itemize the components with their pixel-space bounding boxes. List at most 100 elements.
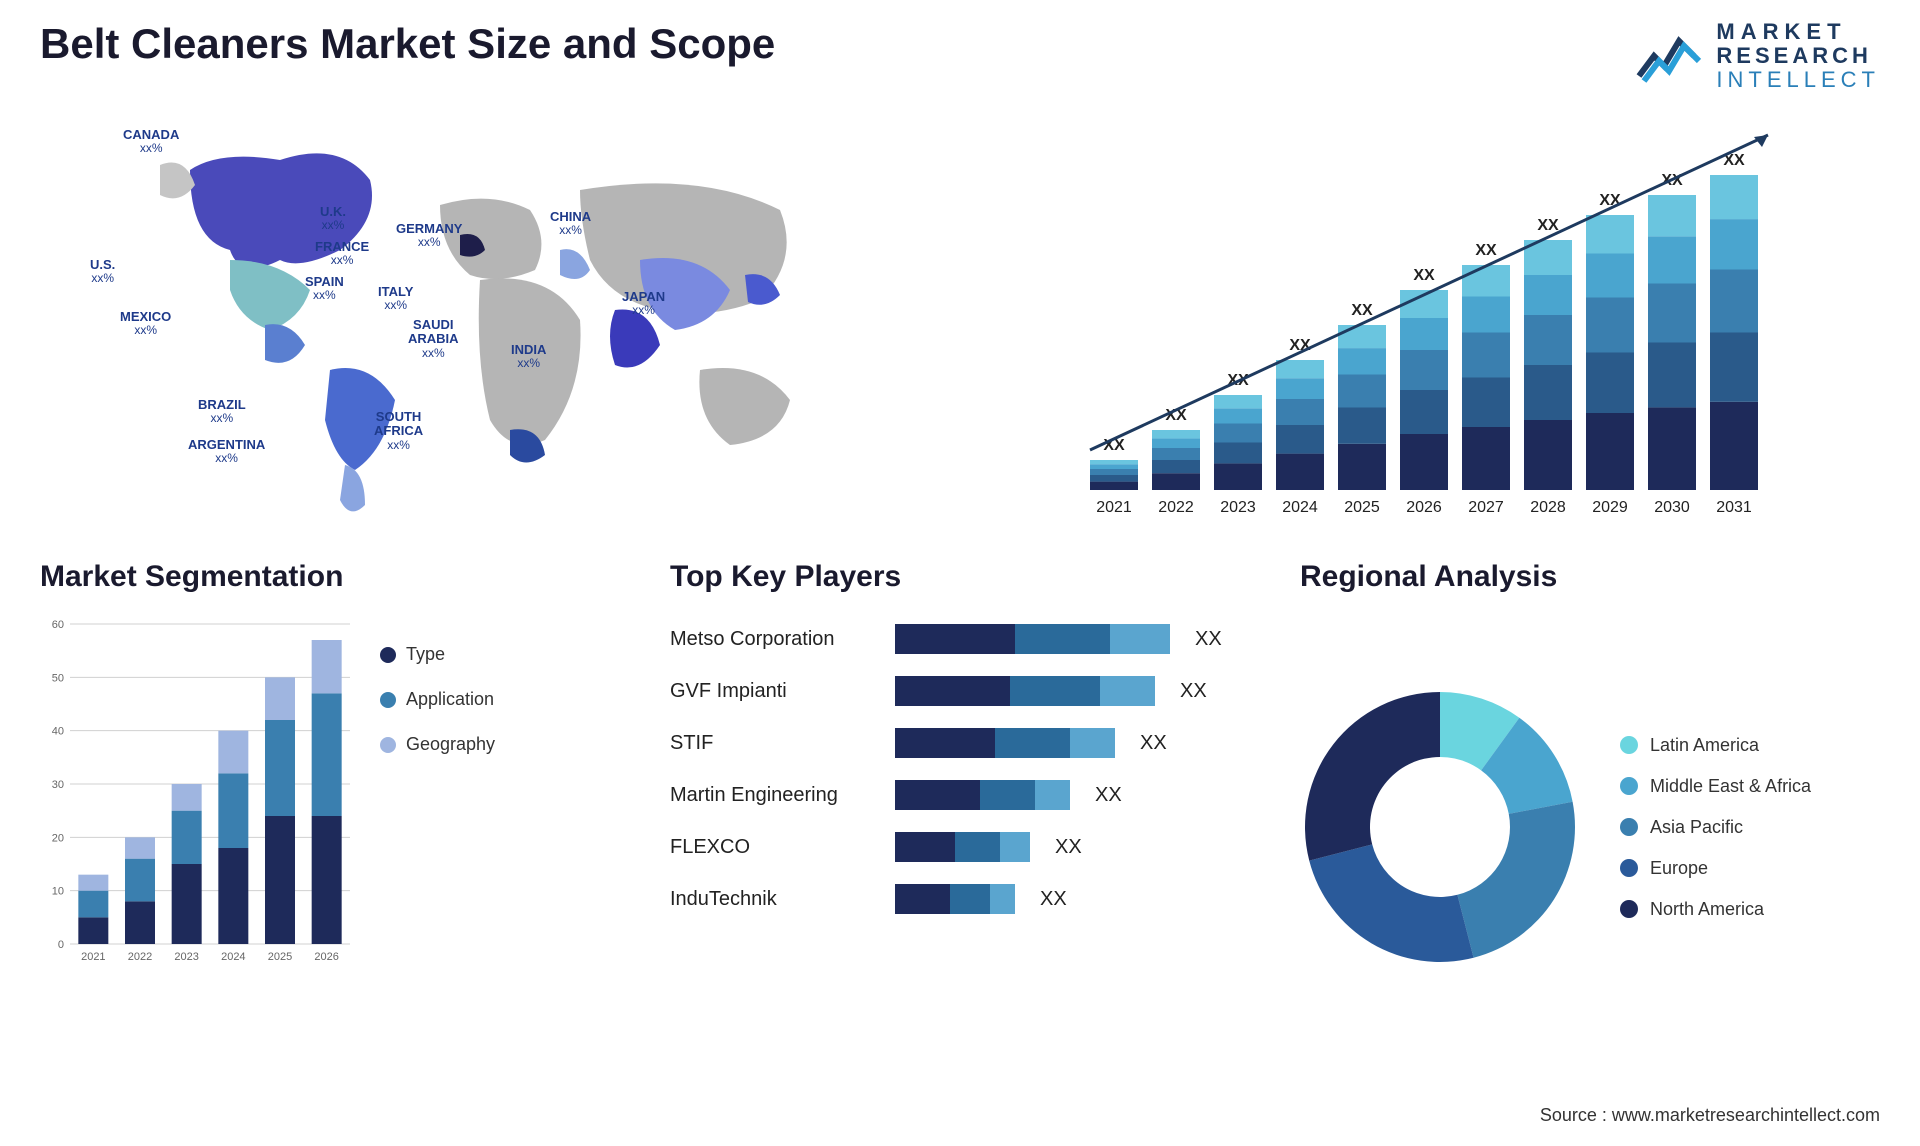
player-value: XX <box>1195 628 1222 651</box>
bottom-row: Market Segmentation 01020304050602021202… <box>40 560 1880 1040</box>
svg-text:2029: 2029 <box>1592 499 1628 516</box>
svg-text:2021: 2021 <box>1096 499 1132 516</box>
svg-text:30: 30 <box>52 779 64 791</box>
map-label-canada: CANADAxx% <box>123 128 179 155</box>
map-label-safrica: SOUTHAFRICAxx% <box>374 410 423 452</box>
map-label-china: CHINAxx% <box>550 210 591 237</box>
svg-text:2023: 2023 <box>1220 499 1256 516</box>
player-row: STIFXX <box>670 728 1250 758</box>
svg-text:50: 50 <box>52 672 64 684</box>
legend-dot-icon <box>380 692 396 708</box>
map-label-italy: ITALYxx% <box>378 285 413 312</box>
player-bar-segment <box>895 832 955 862</box>
players-chart: Metso Corporation XX GVF Impianti XX STIFXX M… <box>670 614 1250 1040</box>
player-bar-segment <box>895 780 980 810</box>
world-map <box>40 110 940 530</box>
svg-text:2028: 2028 <box>1530 499 1566 516</box>
player-bar <box>895 884 1015 914</box>
seg-legend-item: Application <box>380 689 495 710</box>
regional-legend-item: Europe <box>1620 858 1811 879</box>
logo-text: MARKET RESEARCH INTELLECT <box>1716 20 1880 93</box>
player-value: XX <box>1180 680 1207 703</box>
player-bar-segment <box>980 780 1035 810</box>
player-bar-segment <box>955 832 1000 862</box>
svg-text:40: 40 <box>52 726 64 738</box>
player-bar <box>895 832 1030 862</box>
svg-text:2031: 2031 <box>1716 499 1752 516</box>
legend-dot-icon <box>1620 736 1638 754</box>
map-label-india: INDIAxx% <box>511 343 546 370</box>
svg-text:2022: 2022 <box>1158 499 1194 516</box>
svg-text:2021: 2021 <box>81 951 105 963</box>
players-title: Top Key Players <box>670 560 1250 594</box>
legend-label: Europe <box>1650 858 1708 879</box>
seg-legend-item: Type <box>380 644 495 665</box>
page-title: Belt Cleaners Market Size and Scope <box>40 20 775 68</box>
player-bar-segment <box>950 884 990 914</box>
growth-chart: XX2021XX2022XX2023XX2024XX2025XX2026XX20… <box>980 110 1880 530</box>
player-value: XX <box>1095 784 1122 807</box>
player-row: GVF Impianti XX <box>670 676 1250 706</box>
player-bar-segment <box>1100 676 1155 706</box>
regional-legend: Latin AmericaMiddle East & AfricaAsia Pa… <box>1620 735 1811 920</box>
map-label-argentina: ARGENTINAxx% <box>188 438 265 465</box>
svg-text:2030: 2030 <box>1654 499 1690 516</box>
player-name: InduTechnik <box>670 888 880 911</box>
svg-text:2024: 2024 <box>221 951 245 963</box>
player-bar-segment <box>895 624 1015 654</box>
player-row: FLEXCO XX <box>670 832 1250 862</box>
legend-dot-icon <box>1620 777 1638 795</box>
player-bar-segment <box>895 884 950 914</box>
player-row: InduTechnik XX <box>670 884 1250 914</box>
logo-line-3: INTELLECT <box>1716 68 1880 92</box>
player-bar <box>895 624 1170 654</box>
player-bar-segment <box>895 728 995 758</box>
players-panel: Top Key Players Metso CorporationXXGVF I… <box>670 560 1250 1040</box>
svg-text:XX: XX <box>1351 302 1373 319</box>
map-label-spain: SPAINxx% <box>305 275 344 302</box>
player-value: XX <box>1040 888 1067 911</box>
player-name: GVF Impianti <box>670 680 880 703</box>
player-bar-segment <box>895 676 1010 706</box>
player-name: Martin Engineering <box>670 784 880 807</box>
segmentation-legend: Type Application Geography <box>380 614 495 1040</box>
player-bar-segment <box>1070 728 1115 758</box>
player-name: Metso Corporation <box>670 628 880 651</box>
seg-legend-item: Geography <box>380 734 495 755</box>
svg-text:2023: 2023 <box>174 951 198 963</box>
player-bar-segment <box>1110 624 1170 654</box>
svg-text:2025: 2025 <box>268 951 292 963</box>
segmentation-title: Market Segmentation <box>40 560 620 594</box>
map-label-mexico: MEXICOxx% <box>120 310 171 337</box>
legend-label: Geography <box>406 734 495 755</box>
world-map-panel: CANADAxx%U.S.xx%MEXICOxx%BRAZILxx%ARGENT… <box>40 110 940 530</box>
player-bar <box>895 780 1070 810</box>
player-row: Metso Corporation XX <box>670 624 1250 654</box>
player-value: XX <box>1055 836 1082 859</box>
header: Belt Cleaners Market Size and Scope MARK… <box>40 20 1880 93</box>
map-label-germany: GERMANYxx% <box>396 222 462 249</box>
map-label-saudi: SAUDIARABIAxx% <box>408 318 459 360</box>
map-label-brazil: BRAZILxx% <box>198 398 246 425</box>
player-bar-segment <box>1010 676 1100 706</box>
regional-chart: Latin AmericaMiddle East & AfricaAsia Pa… <box>1300 614 1880 1040</box>
player-bar <box>895 676 1155 706</box>
legend-dot-icon <box>1620 900 1638 918</box>
player-row: Martin Engineering XX <box>670 780 1250 810</box>
player-bar-segment <box>995 728 1070 758</box>
top-row: CANADAxx%U.S.xx%MEXICOxx%BRAZILxx%ARGENT… <box>40 110 1880 530</box>
logo-line-1: MARKET <box>1716 20 1880 44</box>
svg-text:2025: 2025 <box>1344 499 1380 516</box>
legend-label: Application <box>406 689 494 710</box>
legend-label: Middle East & Africa <box>1650 776 1811 797</box>
svg-text:2022: 2022 <box>128 951 152 963</box>
regional-donut <box>1300 687 1580 967</box>
svg-text:XX: XX <box>1475 242 1497 259</box>
svg-text:20: 20 <box>52 832 64 844</box>
regional-legend-item: North America <box>1620 899 1811 920</box>
regional-legend-item: Latin America <box>1620 735 1811 756</box>
legend-label: Latin America <box>1650 735 1759 756</box>
map-label-france: FRANCExx% <box>315 240 369 267</box>
player-name: FLEXCO <box>670 836 880 859</box>
svg-text:XX: XX <box>1537 217 1559 234</box>
